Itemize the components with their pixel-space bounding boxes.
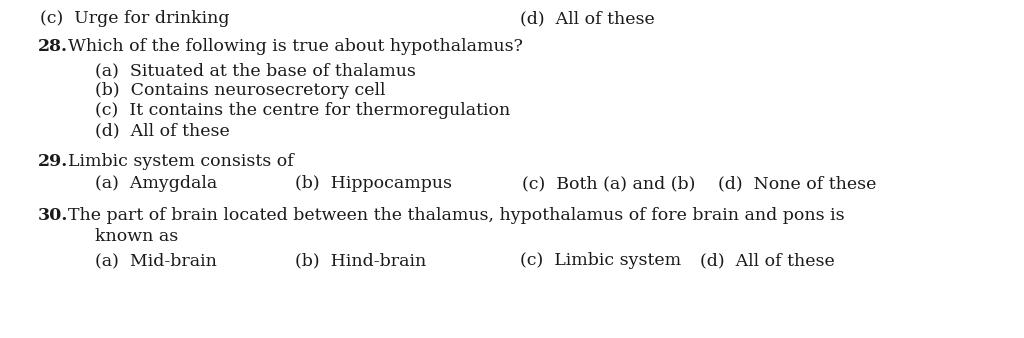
Text: (d)  All of these: (d) All of these [95, 122, 229, 139]
Text: 28.: 28. [38, 38, 68, 55]
Text: (d)  All of these: (d) All of these [520, 10, 654, 27]
Text: The part of brain located between the thalamus, hypothalamus of fore brain and p: The part of brain located between the th… [68, 207, 845, 224]
Text: (c)  Both (a) and (b): (c) Both (a) and (b) [522, 175, 695, 192]
Text: 30.: 30. [38, 207, 69, 224]
Text: (c)  Urge for drinking: (c) Urge for drinking [40, 10, 229, 27]
Text: Which of the following is true about hypothalamus?: Which of the following is true about hyp… [68, 38, 523, 55]
Text: (d)  None of these: (d) None of these [718, 175, 877, 192]
Text: (d)  All of these: (d) All of these [700, 252, 835, 269]
Text: 29.: 29. [38, 153, 69, 170]
Text: (c)  Limbic system: (c) Limbic system [520, 252, 681, 269]
Text: Limbic system consists of: Limbic system consists of [68, 153, 294, 170]
Text: (b)  Hind-brain: (b) Hind-brain [295, 252, 426, 269]
Text: (a)  Amygdala: (a) Amygdala [95, 175, 217, 192]
Text: (c)  It contains the centre for thermoregulation: (c) It contains the centre for thermoreg… [95, 102, 510, 119]
Text: (a)  Situated at the base of thalamus: (a) Situated at the base of thalamus [95, 62, 416, 79]
Text: known as: known as [95, 228, 178, 245]
Text: (b)  Contains neurosecretory cell: (b) Contains neurosecretory cell [95, 82, 385, 99]
Text: (b)  Hippocampus: (b) Hippocampus [295, 175, 452, 192]
Text: (a)  Mid-brain: (a) Mid-brain [95, 252, 217, 269]
